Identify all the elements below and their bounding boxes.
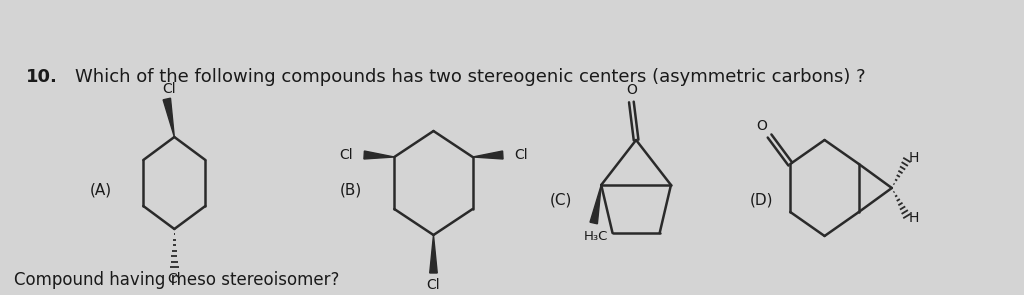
- Polygon shape: [473, 151, 503, 159]
- Polygon shape: [364, 151, 394, 159]
- Text: O: O: [757, 119, 767, 133]
- Text: Which of the following compounds has two stereogenic centers (asymmetric carbons: Which of the following compounds has two…: [76, 68, 866, 86]
- Text: Cl: Cl: [514, 148, 527, 162]
- Text: (B): (B): [339, 183, 361, 197]
- Text: (A): (A): [90, 183, 112, 197]
- Text: H: H: [908, 211, 920, 225]
- Text: O: O: [626, 83, 637, 97]
- Text: Cl: Cl: [162, 82, 175, 96]
- Text: (D): (D): [750, 193, 773, 207]
- Text: H: H: [908, 151, 920, 165]
- Text: (C): (C): [550, 193, 571, 207]
- Text: H₃C: H₃C: [584, 230, 608, 243]
- Text: Cl: Cl: [168, 272, 181, 286]
- Polygon shape: [163, 98, 174, 137]
- Text: Cl: Cl: [427, 278, 440, 292]
- Text: Cl: Cl: [339, 148, 353, 162]
- Text: 10.: 10.: [26, 68, 57, 86]
- Polygon shape: [430, 235, 437, 273]
- Text: Compound having meso stereoisomer?: Compound having meso stereoisomer?: [14, 271, 340, 289]
- Polygon shape: [590, 185, 601, 224]
